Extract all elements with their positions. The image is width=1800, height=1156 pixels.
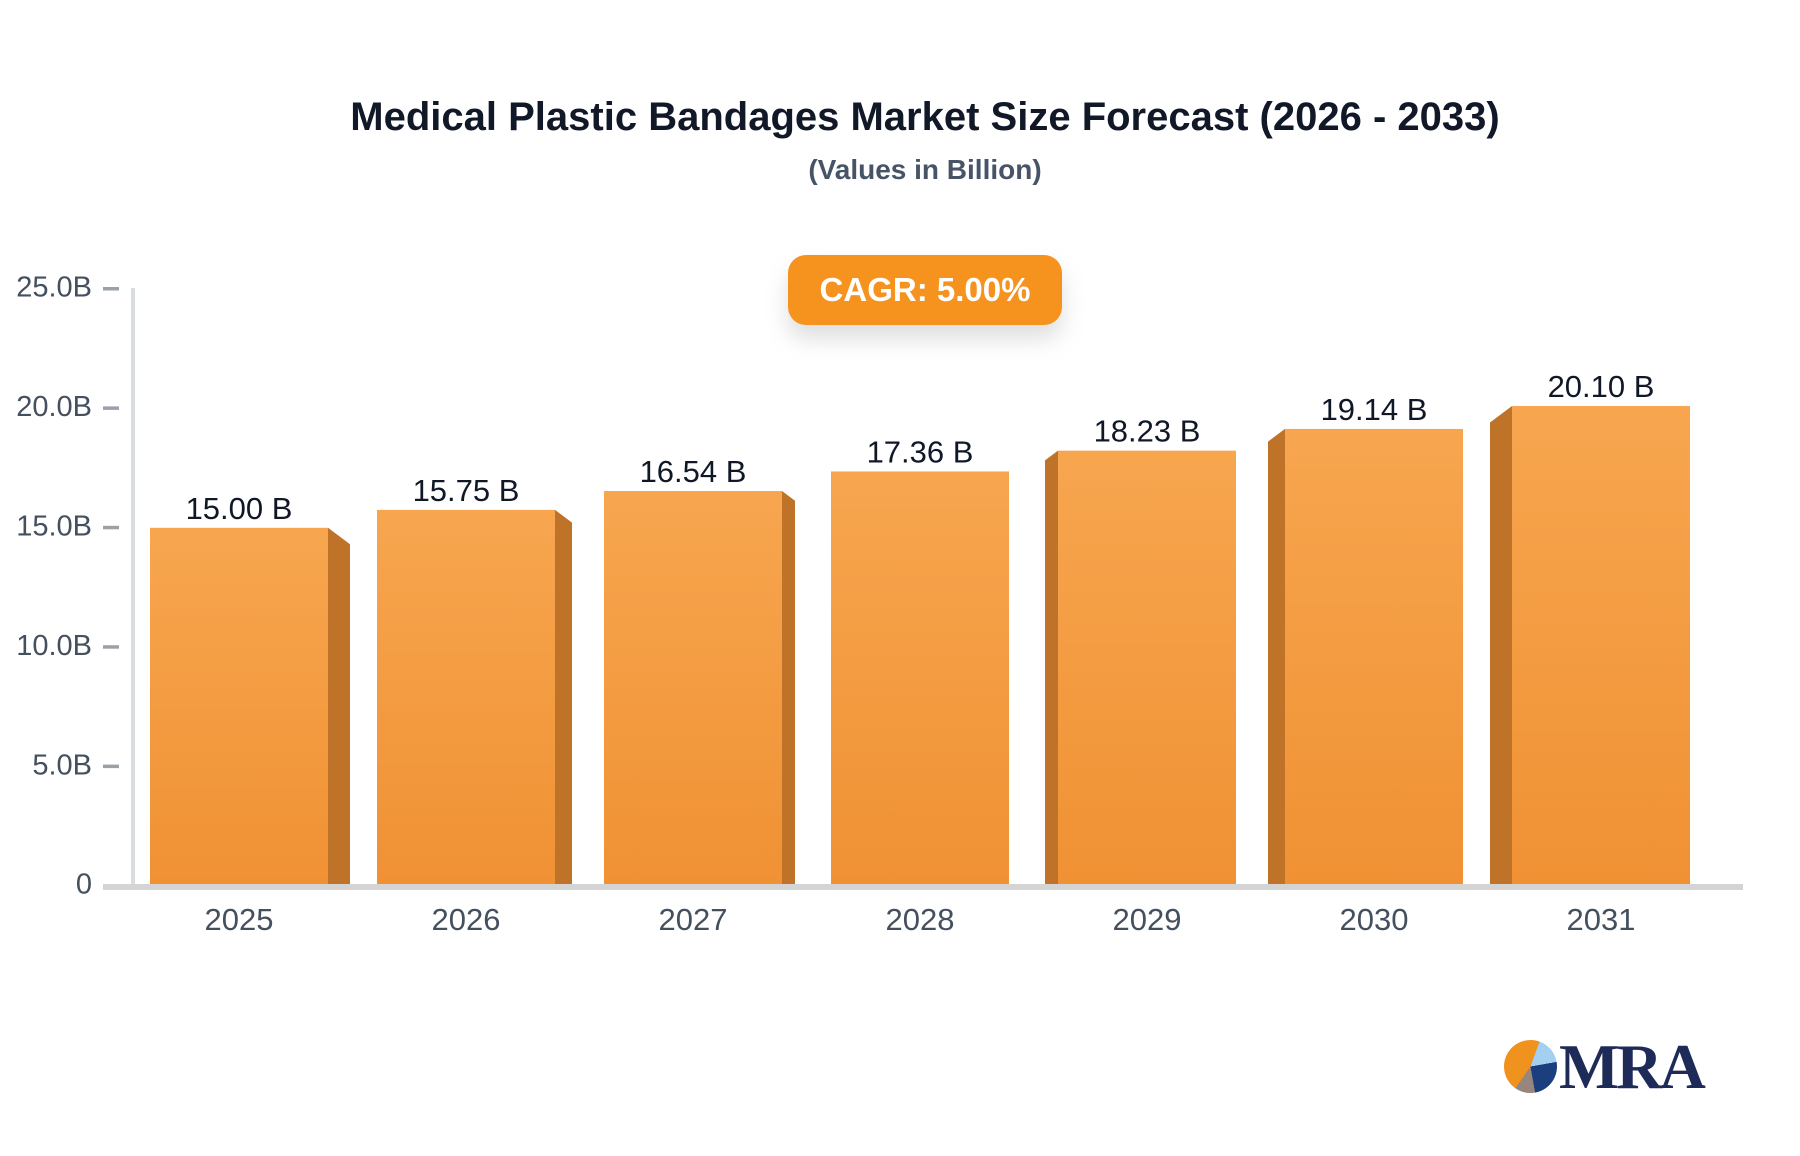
chart-header: Medical Plastic Bandages Market Size For… [25,0,1800,186]
x-axis-category-label: 2030 [1340,902,1409,937]
bar-value-label: 15.75 B [413,473,520,508]
bar-value-label: 20.10 B [1548,369,1655,404]
y-axis-tick [103,287,119,291]
bar-side-face [1268,428,1285,884]
bar-value-label: 18.23 B [1094,414,1201,449]
bar-front-face [150,527,328,884]
bar-front-face [1058,450,1236,884]
y-axis-line [131,288,135,889]
bar-side-face [1490,406,1512,884]
bar-2025[interactable]: 15.00 B [150,491,350,884]
y-axis-tick [103,764,119,769]
brand-logo: MRA [1504,1031,1706,1102]
y-axis-tick-label: 5.0B [32,749,92,781]
bar-front-face [377,509,555,884]
bar-value-label: 19.14 B [1321,392,1428,427]
y-axis-tick-label: 0 [76,869,92,901]
bar-front-face [604,491,782,884]
chart-subtitle: (Values in Billion) [808,154,1042,185]
x-axis-category-label: 2028 [886,902,955,937]
x-axis-category-label: 2029 [1113,902,1182,937]
y-axis-tick [103,406,119,410]
chart-title: Medical Plastic Bandages Market Size For… [350,95,1500,139]
bar-2031[interactable]: 20.10 B [1490,369,1690,884]
y-axis-tick-label: 10.0B [16,630,92,662]
bar-2026[interactable]: 15.75 B [377,473,572,884]
bar-value-label: 15.00 B [186,491,293,526]
bar-value-label: 16.54 B [640,454,747,489]
x-axis-baseline [103,884,1743,890]
bar-2030[interactable]: 19.14 B [1268,392,1463,884]
bar-value-label: 17.36 B [867,434,974,469]
bar-2028[interactable]: 17.36 B [831,434,1009,884]
bar-front-face [831,471,1009,884]
x-axis-category-label: 2026 [432,902,501,937]
x-axis-category-label: 2027 [659,902,728,937]
bar-front-face [1512,406,1690,884]
bar-side-face [1045,450,1058,884]
y-axis-tick [103,525,119,530]
x-axis-category-label: 2025 [205,902,274,937]
pie-chart-logo-icon [1504,1040,1557,1093]
y-axis-tick [103,645,119,649]
y-axis-tick-label: 20.0B [16,391,92,423]
bar-2027[interactable]: 16.54 B [604,454,795,884]
bar-side-face [555,509,572,884]
bar-side-face [782,491,795,884]
y-axis-tick-label: 15.0B [16,510,92,542]
bar-front-face [1285,428,1463,884]
y-axis-tick-label: 25.0B [16,272,92,304]
brand-logo-text: MRA [1559,1031,1706,1102]
x-axis-category-label: 2031 [1567,902,1636,937]
bar-side-face [328,527,350,884]
bar-2029[interactable]: 18.23 B [1045,414,1236,884]
cagr-badge: CAGR: 5.00% [788,255,1062,325]
